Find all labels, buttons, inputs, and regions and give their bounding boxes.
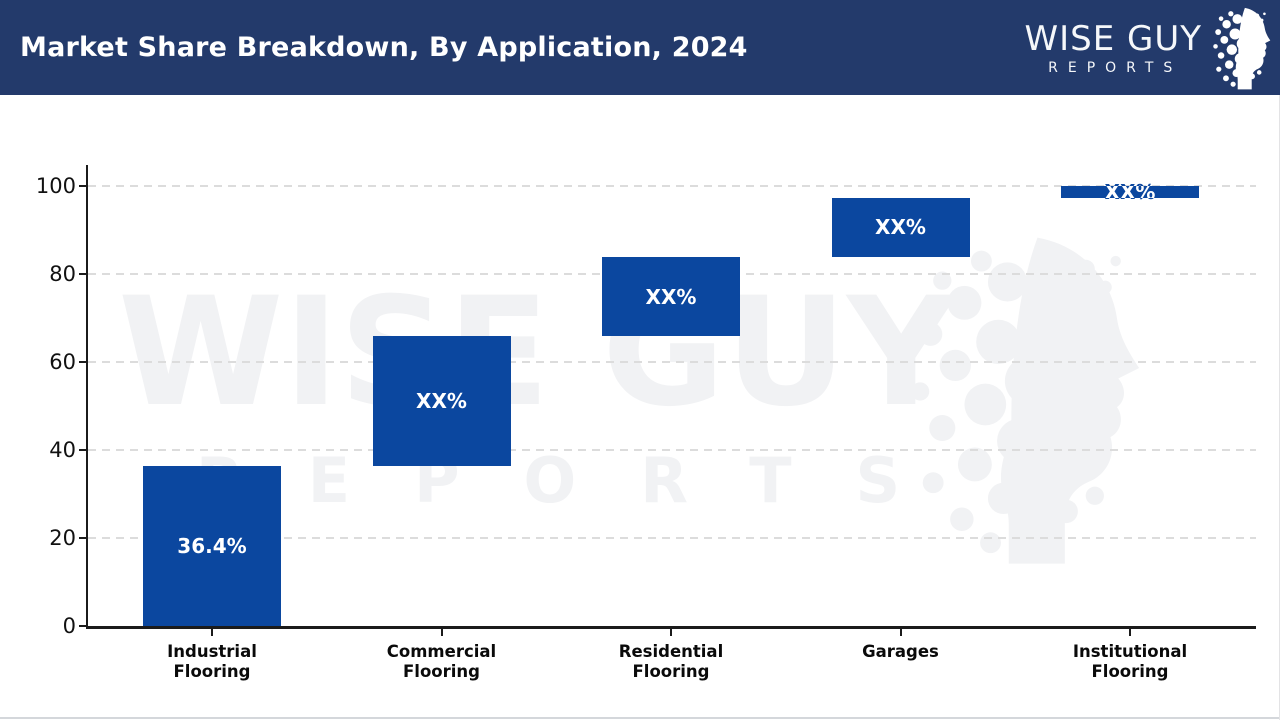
x-tick [1129,628,1131,636]
chart-title: Market Share Breakdown, By Application, … [20,32,748,63]
logo-line1: WISE GUY [1024,18,1202,59]
y-tick-label: 100 [35,174,76,198]
x-category-line: Flooring [632,662,710,681]
y-axis-spine [85,165,88,629]
x-tick [670,628,672,636]
wiseguy-head-icon [1206,4,1272,92]
x-tick [899,628,902,636]
bar-value-label: 36.4% [177,533,247,558]
bar: XX% [831,197,970,257]
header-bar: Market Share Breakdown, By Application, … [0,0,1280,95]
x-category-label: Residential Flooring [561,642,781,682]
y-tick-label: 40 [49,438,76,462]
bar: XX% [372,336,511,466]
x-category-line: Commercial [386,642,497,661]
bar-value-label: XX% [645,284,697,309]
y-tick-label: 60 [49,350,76,374]
y-tick [79,625,87,627]
x-category-line: Flooring [1091,662,1169,681]
footer-divider [0,717,1280,719]
x-category-line: Industrial [167,642,257,661]
x-category-line: Flooring [173,662,251,681]
y-tick-label: 80 [49,262,76,286]
gridline [88,185,1256,187]
wiseguy-logo: WISE GUY REPORTS [1024,4,1272,92]
y-tick [79,361,87,363]
watermark-text-line2: REPORTS [196,444,965,517]
logo-wordmark: WISE GUY REPORTS [1024,22,1202,75]
gridline [88,361,1256,363]
gridline [88,537,1256,539]
bar: 36.4% [143,465,281,626]
x-category-label: Garages [791,642,1011,662]
bar: XX% [1061,186,1199,198]
watermark-text-line1: WISE GUY [118,266,956,440]
y-tick [79,273,87,275]
bar: XX% [602,256,740,337]
x-category-line: Institutional [1072,642,1188,661]
x-tick [211,628,213,636]
x-category-line: Garages [862,642,939,661]
bar-value-label: XX% [1061,186,1199,198]
x-category-label: Industrial Flooring [102,642,322,682]
x-category-line: Residential [618,642,724,661]
x-category-line: Flooring [403,662,480,681]
bar-value-label: XX% [416,389,467,414]
logo-line2: REPORTS [1048,59,1183,76]
y-tick [79,537,87,539]
bar-value-label: XX% [875,215,926,240]
y-tick [79,185,87,187]
gridline [88,449,1256,451]
y-tick-label: 0 [62,614,76,638]
x-axis-spine [85,626,1256,629]
x-category-label: Commercial Flooring [332,642,552,682]
y-tick [79,449,87,451]
x-category-label: Institutional Flooring [1020,642,1240,682]
y-tick-label: 20 [49,526,76,550]
x-tick [440,628,443,636]
